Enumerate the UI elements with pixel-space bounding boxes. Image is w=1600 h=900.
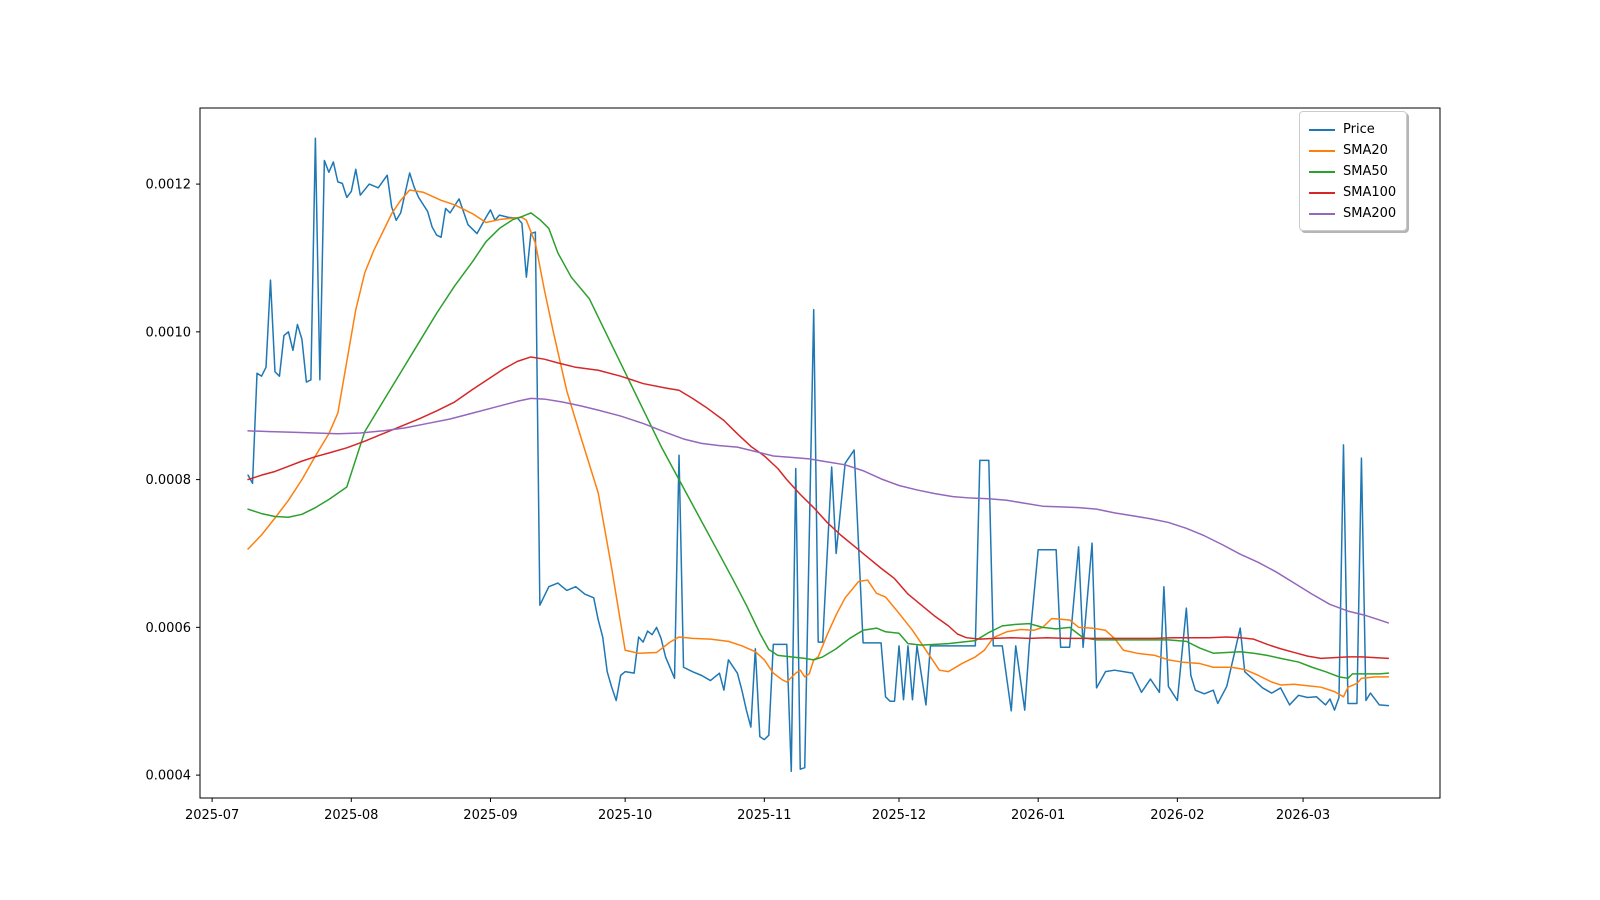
x-tick-label-0: 2025-07 (185, 808, 239, 823)
y-tick-label-2: 0.0008 (146, 473, 192, 488)
legend-label: Price (1343, 122, 1375, 137)
sma50-legend-swatch-icon (1309, 170, 1335, 173)
x-tick-label-1: 2025-08 (324, 808, 378, 823)
sma20-legend-swatch-icon (1309, 149, 1335, 152)
legend-entry-sma100: SMA100 (1309, 182, 1396, 203)
x-tick-label-6: 2026-01 (1011, 808, 1065, 823)
axes-frame (199, 107, 1441, 799)
sma50-line (247, 212, 1390, 680)
sma200-legend-swatch-icon (1309, 212, 1335, 215)
legend-label: SMA20 (1343, 143, 1388, 158)
legend-entry-sma50: SMA50 (1309, 161, 1396, 182)
price-line (247, 137, 1390, 773)
legend-entry-price: Price (1309, 119, 1396, 140)
legend-entry-sma200: SMA200 (1309, 203, 1396, 224)
x-tick-label-7: 2026-02 (1150, 808, 1204, 823)
sma100-line (247, 356, 1390, 660)
sma200-line (247, 397, 1390, 624)
y-tick-label-3: 0.0010 (146, 325, 192, 340)
y-tick-label-0: 0.0004 (146, 769, 192, 784)
legend-label: SMA200 (1343, 206, 1397, 221)
legend: Price SMA20 SMA50 SMA100 SMA200 (1299, 111, 1408, 231)
x-tick-label-5: 2025-12 (872, 808, 926, 823)
legend-label: SMA100 (1343, 185, 1397, 200)
x-tick-label-3: 2025-10 (598, 808, 652, 823)
legend-entry-sma20: SMA20 (1309, 140, 1396, 161)
legend-label: SMA50 (1343, 164, 1388, 179)
y-tick-label-4: 0.0012 (146, 178, 192, 193)
x-tick-label-8: 2026-03 (1276, 808, 1330, 823)
sma100-legend-swatch-icon (1309, 191, 1335, 194)
y-tick-label-1: 0.0006 (146, 621, 192, 636)
x-tick-label-4: 2025-11 (737, 808, 791, 823)
price-legend-swatch-icon (1309, 128, 1335, 131)
x-tick-label-2: 2025-09 (463, 808, 517, 823)
